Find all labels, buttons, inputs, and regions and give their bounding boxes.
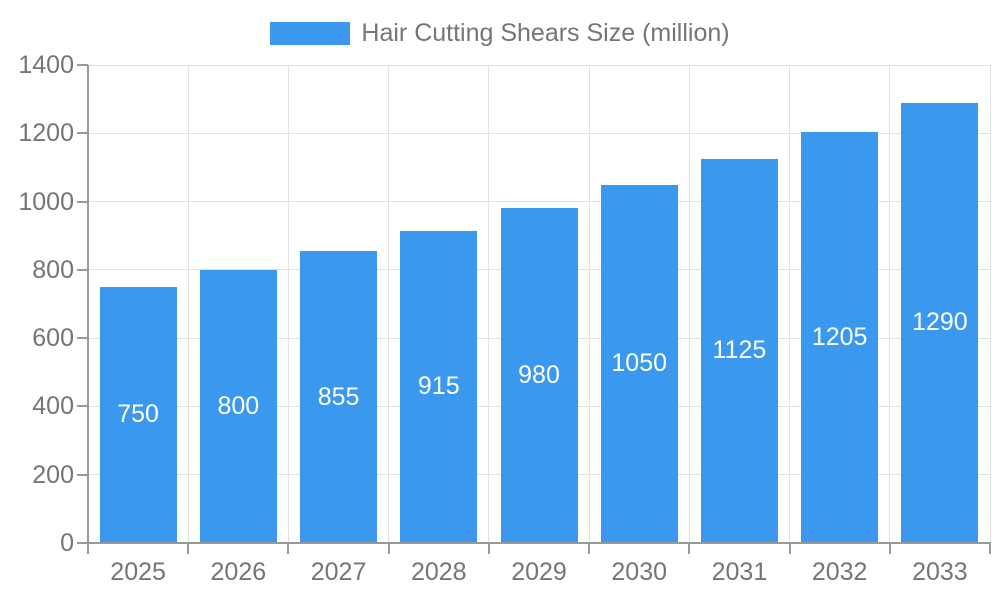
bar-value-label: 915 xyxy=(417,372,460,401)
x-axis-tick-mark xyxy=(588,543,591,554)
legend: Hair Cutting Shears Size (million) xyxy=(0,18,1000,48)
x-axis-tick-mark xyxy=(487,543,490,554)
legend-swatch xyxy=(270,21,351,45)
y-axis-tick-mark xyxy=(77,132,88,135)
x-axis-tick-mark xyxy=(888,543,891,554)
y-axis-tick-mark xyxy=(77,64,88,66)
gridline-horizontal xyxy=(88,64,990,66)
y-axis-tick-mark xyxy=(77,473,88,476)
gridline-vertical xyxy=(187,65,189,543)
y-axis-tick-label: 1000 xyxy=(18,187,74,216)
x-axis-tick-label: 2027 xyxy=(310,558,367,586)
x-axis-tick-label: 2029 xyxy=(511,558,567,586)
plot-area: 750 800 855 915 980 1050 1125 1205 1290 xyxy=(77,64,991,554)
bar: 800 xyxy=(199,269,277,543)
gridline-vertical xyxy=(889,65,891,543)
y-axis-tick-label: 0 xyxy=(60,529,74,557)
gridline-horizontal xyxy=(88,132,990,134)
bar: 1290 xyxy=(901,102,979,543)
y-axis-tick-label: 800 xyxy=(32,255,74,284)
y-axis-tick-label: 1400 xyxy=(18,51,74,79)
gridline-vertical xyxy=(789,65,791,543)
y-axis-tick-label: 1200 xyxy=(18,119,74,148)
x-axis-tick-label: 2031 xyxy=(711,558,768,586)
gridline-vertical xyxy=(488,65,490,543)
y-axis-tick-mark xyxy=(77,542,88,544)
y-axis-tick-mark xyxy=(77,200,88,203)
x-axis-tick-mark xyxy=(989,543,991,554)
x-axis-tick-label: 2025 xyxy=(110,558,166,586)
y-axis-tick-label: 400 xyxy=(32,392,74,421)
gridline-horizontal xyxy=(88,201,990,203)
legend-label: Hair Cutting Shears Size (million) xyxy=(361,19,730,47)
y-axis-line xyxy=(87,65,89,543)
legend-item[interactable]: Hair Cutting Shears Size (million) xyxy=(270,18,730,48)
bar: 1050 xyxy=(600,184,678,543)
y-axis-tick-mark xyxy=(77,405,88,408)
bar-value-label: 800 xyxy=(217,391,260,420)
x-axis-tick-mark xyxy=(287,543,290,554)
gridline-vertical xyxy=(688,65,690,543)
bar: 1205 xyxy=(801,131,879,543)
bar: 915 xyxy=(400,230,478,543)
x-axis-tick-label: 2032 xyxy=(811,558,868,586)
bar-value-label: 980 xyxy=(518,361,560,390)
bar-value-label: 1125 xyxy=(712,336,767,365)
bar-value-label: 750 xyxy=(117,400,159,429)
x-axis-tick-mark xyxy=(688,543,691,554)
x-axis-tick-mark xyxy=(87,543,89,554)
x-axis-tick-mark xyxy=(187,543,190,554)
bar: 750 xyxy=(99,286,177,543)
x-axis-tick-label: 2030 xyxy=(611,558,668,586)
bar: 855 xyxy=(300,251,378,543)
gridline-vertical xyxy=(388,65,390,543)
x-axis-tick-mark xyxy=(788,543,791,554)
bar: 1125 xyxy=(700,158,778,543)
bar-value-label: 1290 xyxy=(912,308,968,337)
y-axis-tick-mark xyxy=(77,268,88,271)
x-axis-line xyxy=(87,542,991,544)
y-axis-tick-label: 600 xyxy=(32,324,74,353)
gridline-vertical xyxy=(287,65,289,543)
y-axis-tick-label: 200 xyxy=(32,460,74,489)
x-axis-tick-label: 2028 xyxy=(410,558,467,586)
bar-value-label: 855 xyxy=(317,382,360,411)
bar: 980 xyxy=(500,208,578,543)
x-axis-tick-label: 2026 xyxy=(210,558,267,586)
y-axis-tick-mark xyxy=(77,337,88,340)
x-axis-tick-mark xyxy=(387,543,390,554)
x-axis-tick-label: 2033 xyxy=(912,558,968,586)
bar-value-label: 1205 xyxy=(811,322,868,351)
gridline-vertical xyxy=(989,65,991,543)
bar-value-label: 1050 xyxy=(611,349,668,378)
gridline-vertical xyxy=(588,65,590,543)
